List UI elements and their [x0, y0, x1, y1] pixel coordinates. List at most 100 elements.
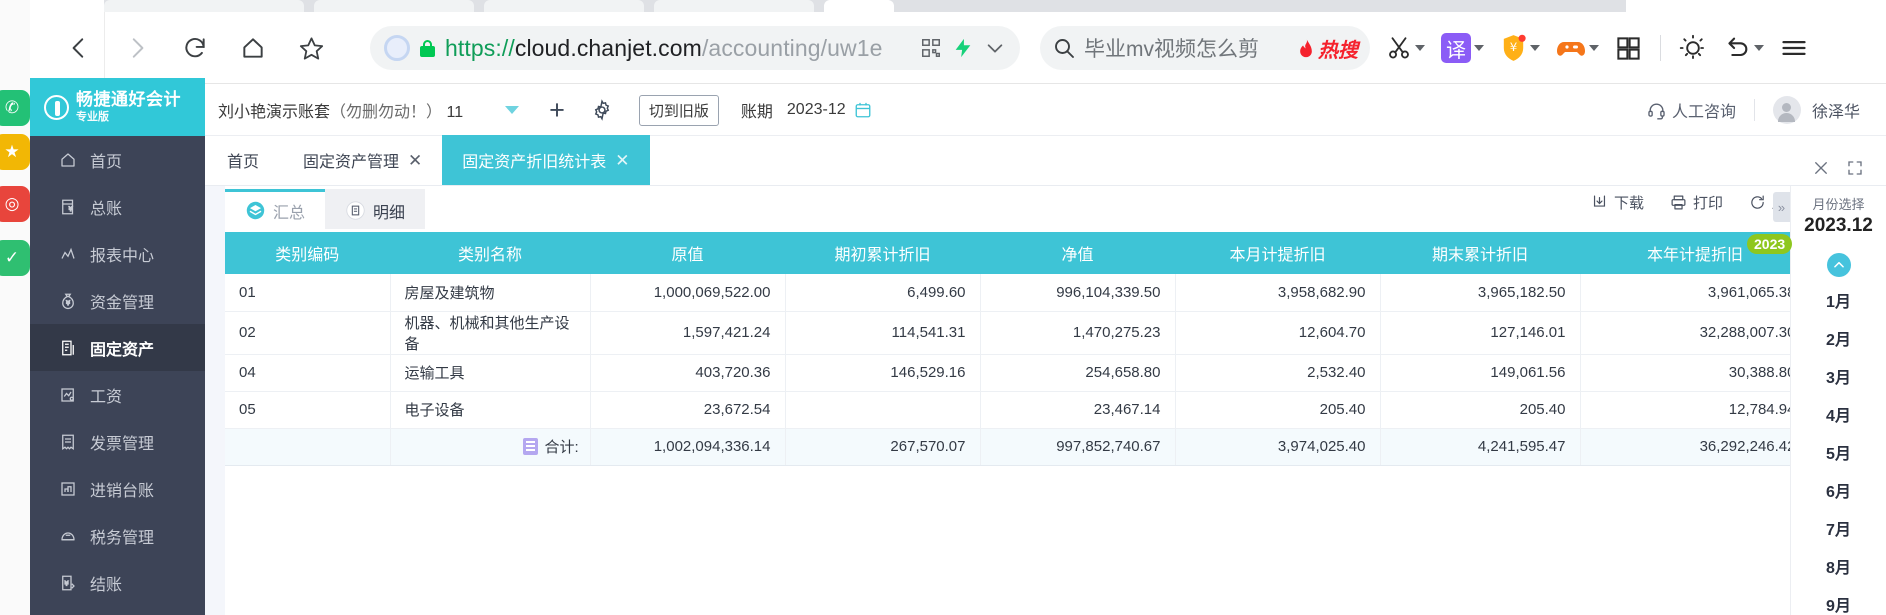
sidebar-item-tax[interactable]: 税务管理 — [30, 512, 205, 559]
sidebar-item-label: 报表中心 — [90, 247, 155, 265]
sidebar-item-fixed-assets[interactable]: 固定资产 — [30, 324, 205, 371]
segment-summary[interactable]: 汇总 — [225, 189, 326, 229]
sidebar-item-label: 进销台账 — [90, 482, 155, 500]
search-input[interactable]: 毕业mv视频怎么剪 — [1084, 38, 1259, 61]
month-panel-year-value[interactable]: 2023.12 — [1804, 215, 1873, 236]
gamepad-icon[interactable] — [1548, 20, 1607, 76]
lightning-icon[interactable] — [952, 36, 974, 60]
headset-icon — [1648, 103, 1665, 119]
omnibox[interactable]: https://cloud.chanjet.com/accounting/uw1… — [370, 26, 1020, 70]
table-row[interactable]: 05 电子设备 23,672.54 23,467.14 205.40 205.4… — [225, 391, 1811, 429]
sidebar-item-home[interactable]: 首页 — [30, 136, 205, 183]
url-scheme: https:// — [445, 34, 515, 61]
month-item-8[interactable]: 8月 — [1826, 560, 1851, 577]
cell-code: 01 — [225, 274, 391, 312]
reload-icon[interactable] — [166, 20, 224, 76]
hot-search-badge[interactable]: 热搜 — [1296, 34, 1358, 63]
collapse-month-panel-button[interactable]: » — [1773, 192, 1790, 222]
sidebar-item-label: 结账 — [90, 576, 123, 594]
translate-icon[interactable]: 译 — [1433, 20, 1492, 76]
print-icon — [1671, 195, 1686, 210]
table-body: 01 房屋及建筑物 1,000,069,522.00 6,499.60 996,… — [225, 274, 1811, 466]
ledger-name[interactable]: 刘小艳演示账套（勿删勿动！） 11 — [218, 98, 463, 122]
browser-tab[interactable] — [484, 0, 644, 12]
download-button[interactable]: 下载 — [1591, 192, 1644, 213]
cell-net: 996,104,339.50 — [980, 274, 1176, 312]
calendar-icon[interactable] — [854, 101, 872, 119]
work-tab-depreciation-report[interactable]: 固定资产折旧统计表 ✕ — [442, 135, 650, 185]
sidebar-item-label: 资金管理 — [90, 294, 155, 312]
qrcode-icon[interactable] — [920, 37, 942, 59]
gear-icon[interactable] — [591, 99, 613, 121]
svg-text:¥: ¥ — [68, 205, 72, 212]
ledger-dropdown-icon[interactable] — [505, 106, 520, 114]
close-icon[interactable]: ✕ — [615, 150, 630, 170]
month-item-4[interactable]: 4月 — [1826, 408, 1851, 425]
shield-yuan-icon[interactable]: ¥ — [1492, 20, 1548, 76]
dock-icon-weibo[interactable]: ◎ — [0, 186, 30, 222]
sidebar-item-archive[interactable]: 归档管理 — [30, 606, 205, 615]
switch-old-version-button[interactable]: 切到旧版 — [638, 94, 719, 126]
browser-tabstrip[interactable] — [104, 0, 1626, 12]
brand-title: 畅捷通好会计 — [76, 89, 181, 109]
search-box[interactable]: 毕业mv视频怎么剪 热搜 — [1040, 26, 1370, 70]
dock-icon-wechat[interactable]: ✆ — [0, 90, 30, 126]
user-name[interactable]: 徐泽华 — [1811, 104, 1860, 121]
month-item-3[interactable]: 3月 — [1826, 370, 1851, 387]
table-row[interactable]: 02 机器、机械和其他生产设备 1,597,421.24 114,541.31 … — [225, 311, 1811, 355]
table-row[interactable]: 04 运输工具 403,720.36 146,529.16 254,658.80… — [225, 354, 1811, 392]
close-icon[interactable]: ✕ — [408, 150, 423, 170]
brightness-icon[interactable] — [1671, 20, 1715, 76]
work-tab-home[interactable]: 首页 — [205, 135, 283, 185]
browser-tab[interactable] — [654, 0, 814, 12]
sidebar-item-general-ledger[interactable]: ¥ 总账 — [30, 183, 205, 230]
forward-button[interactable] — [108, 20, 166, 76]
sidebar-item-close-books[interactable]: ¥ 结账 — [30, 559, 205, 606]
sidebar-item-label: 发票管理 — [90, 435, 155, 453]
brand-logo-block[interactable]: 畅捷通好会计 专业版 — [30, 78, 205, 136]
cell-year-dep: 30,388.80 — [1580, 354, 1811, 392]
dock-icon-star[interactable]: ★ — [0, 134, 30, 170]
table-row[interactable]: 01 房屋及建筑物 1,000,069,522.00 6,499.60 996,… — [225, 274, 1811, 312]
browser-tab[interactable] — [314, 0, 474, 12]
segment-detail[interactable]: 明细 — [325, 189, 426, 229]
menu-icon[interactable] — [1772, 20, 1816, 76]
close-all-tabs-icon[interactable] — [1804, 151, 1838, 185]
col-category-code: 类别编码 — [225, 232, 391, 274]
apps-grid-icon[interactable] — [1607, 20, 1650, 76]
cell-code: 04 — [225, 354, 391, 392]
sidebar-item-inventory-ledger[interactable]: 进销台账 — [30, 465, 205, 512]
dock-icon-check[interactable]: ✓ — [0, 240, 30, 276]
month-item-6[interactable]: 6月 — [1826, 484, 1851, 501]
avatar[interactable] — [1772, 96, 1801, 124]
browser-tab[interactable] — [104, 0, 304, 12]
back-button[interactable] — [50, 20, 108, 76]
star-icon[interactable] — [282, 20, 340, 76]
header-divider — [1753, 99, 1755, 121]
home-icon[interactable] — [224, 20, 282, 76]
month-item-9[interactable]: 9月 — [1826, 598, 1851, 615]
month-item-1[interactable]: 1月 — [1826, 294, 1851, 311]
support-button[interactable]: 人工咨询 — [1647, 98, 1736, 122]
month-scroll-up-button[interactable]: 2023 — [1747, 234, 1886, 281]
chevron-down-icon[interactable] — [984, 37, 1006, 59]
cell-open-acc-dep: 146,529.16 — [785, 354, 981, 392]
sidebar-item-fund-management[interactable]: ¥ 资金管理 — [30, 277, 205, 324]
panel-actions: 下载 打印 刷新 — [1591, 192, 1802, 213]
month-item-5[interactable]: 5月 — [1826, 446, 1851, 463]
history-undo-icon[interactable] — [1715, 20, 1772, 76]
browser-tab-active[interactable] — [824, 0, 894, 12]
sidebar-item-payroll[interactable]: 工资 — [30, 371, 205, 418]
print-button[interactable]: 打印 — [1670, 192, 1723, 213]
sidebar-item-invoice[interactable]: 发票管理 — [30, 418, 205, 465]
sidebar-item-report-center[interactable]: 报表中心 — [30, 230, 205, 277]
add-ledger-button[interactable]: + — [549, 94, 565, 125]
work-tab-fixed-asset-management[interactable]: 固定资产管理 ✕ — [283, 135, 442, 185]
page-info-icon[interactable] — [384, 35, 410, 61]
month-item-2[interactable]: 2月 — [1826, 332, 1851, 349]
total-label-group: 合计: — [391, 436, 590, 457]
period-value[interactable]: 2023-12 — [786, 101, 846, 118]
month-item-7[interactable]: 7月 — [1826, 522, 1851, 539]
scissors-icon[interactable] — [1378, 20, 1433, 76]
fullscreen-icon[interactable] — [1838, 151, 1872, 185]
